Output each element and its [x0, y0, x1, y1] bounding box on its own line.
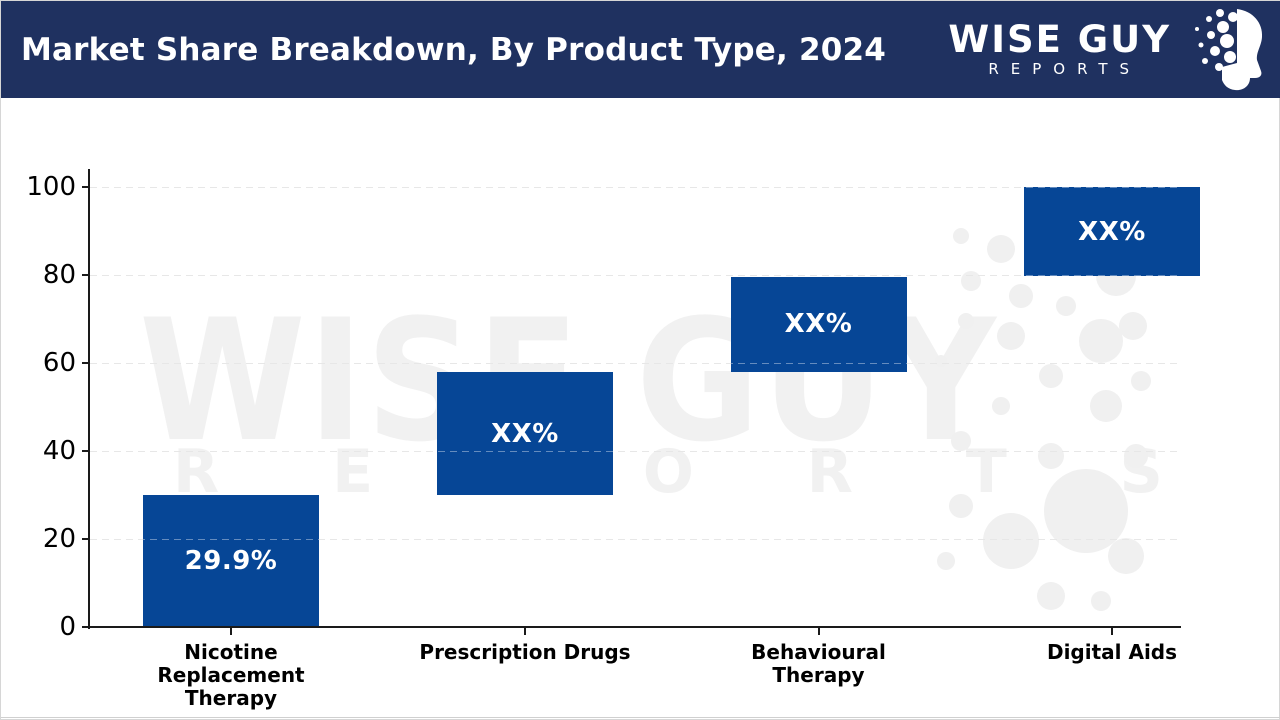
- brand-name: WISE GUY: [948, 17, 1171, 61]
- chart-title: Market Share Breakdown, By Product Type,…: [21, 31, 887, 68]
- xtick-label-1: Nicotine Replacement Therapy: [157, 640, 305, 710]
- ytick-mark-80: [82, 274, 90, 276]
- gridline-40: [90, 450, 1181, 452]
- bar-value-label-4: XX%: [1078, 216, 1146, 247]
- xtick-mark-1: [230, 627, 232, 635]
- bar-segment-4[interactable]: XX%: [1024, 187, 1200, 276]
- brand-logo: WISE GUY REPORTS: [948, 1, 1267, 98]
- ytick-label-20: 20: [42, 524, 76, 554]
- header-bar: Market Share Breakdown, By Product Type,…: [1, 1, 1280, 98]
- bar-segment-3[interactable]: XX%: [730, 276, 907, 372]
- gridline-80: [90, 274, 1181, 276]
- xtick-mark-3: [817, 627, 820, 635]
- gridline-overlay-80: [90, 274, 1181, 276]
- footer-divider: [1, 717, 1280, 718]
- brand-logo-text: WISE GUY REPORTS: [948, 17, 1171, 78]
- ytick-mark-40: [82, 450, 90, 452]
- ytick-mark-20: [82, 538, 90, 540]
- gridline-overlay-60: [90, 362, 1181, 364]
- ytick-mark-0: [82, 626, 90, 628]
- ytick-label-40: 40: [42, 436, 76, 466]
- ytick-label-0: 0: [59, 612, 76, 642]
- brand-head-icon: [1195, 8, 1263, 90]
- bar-value-label-1: 29.9%: [184, 546, 278, 577]
- gridline-overlay-100: [90, 186, 1181, 188]
- watermark-reports: R E P O R T S: [173, 437, 1209, 507]
- gridline-20: [90, 538, 1181, 540]
- y-axis-line: [88, 169, 90, 629]
- gridline-overlay-40: [90, 450, 1181, 452]
- ytick-label-80: 80: [42, 260, 76, 290]
- gridline-60: [90, 362, 1181, 364]
- gridline-100: [90, 186, 1181, 188]
- ytick-mark-100: [82, 186, 90, 188]
- ytick-label-60: 60: [42, 348, 76, 378]
- xtick-label-2: Prescription Drugs: [419, 640, 631, 664]
- xtick-label-4: Digital Aids: [1046, 640, 1178, 664]
- ytick-label-100: 100: [26, 172, 76, 202]
- bar-value-label-3: XX%: [784, 309, 853, 340]
- x-axis-line: [88, 626, 1181, 628]
- xtick-mark-4: [1111, 627, 1113, 635]
- ytick-mark-60: [82, 362, 90, 364]
- bar-value-label-2: XX%: [491, 418, 559, 449]
- bar-segment-2[interactable]: XX%: [437, 371, 613, 496]
- xtick-label-3: Behavioural Therapy: [751, 640, 886, 687]
- brand-subname: REPORTS: [988, 59, 1142, 78]
- bar-segment-1[interactable]: 29.9%: [143, 495, 319, 627]
- gridline-overlay-20: [90, 538, 1181, 540]
- xtick-mark-2: [524, 627, 526, 635]
